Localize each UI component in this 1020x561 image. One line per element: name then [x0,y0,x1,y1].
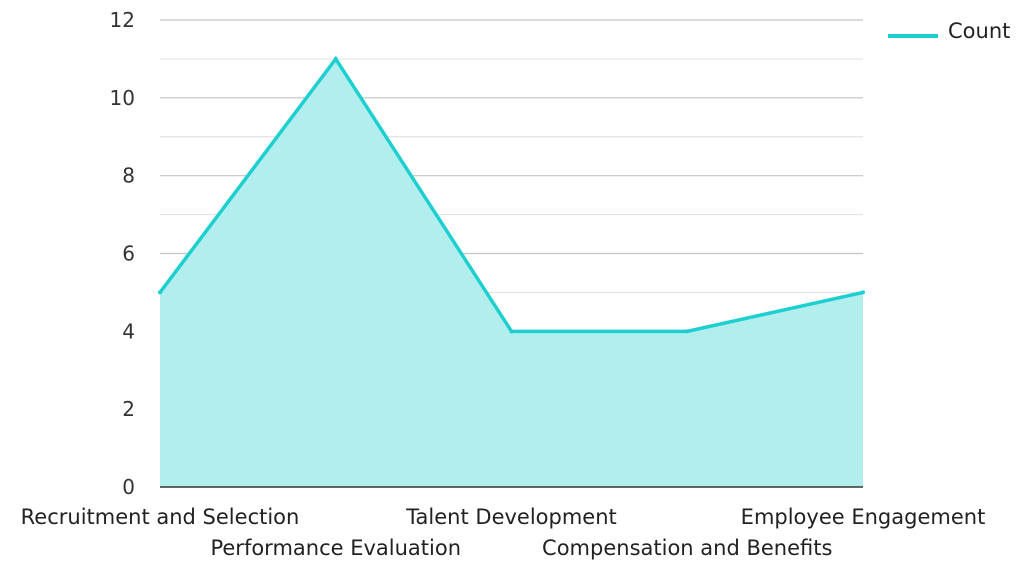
x-category-label: Talent Development [405,505,617,529]
y-tick-label: 6 [122,242,135,266]
y-tick-label: 0 [122,475,135,499]
legend-label-count: Count [948,19,1010,43]
data-point [861,290,865,295]
y-tick-label: 4 [122,319,135,343]
x-category-label: Compensation and Benefits [542,536,832,560]
y-axis-ticks: 0 2 4 6 8 10 12 [110,8,135,499]
legend[interactable]: Count [888,19,1010,43]
x-category-label: Recruitment and Selection [21,505,300,529]
y-tick-label: 2 [122,397,135,421]
series-count-area [160,58,863,488]
data-point [685,329,690,334]
data-point [158,290,162,295]
x-axis-categories: Recruitment and Selection Performance Eva… [21,505,986,560]
data-point [509,329,514,334]
y-tick-label: 10 [110,86,135,110]
x-category-label: Employee Engagement [741,505,986,529]
y-tick-label: 8 [122,164,135,188]
x-category-label: Performance Evaluation [210,536,461,560]
y-tick-label: 12 [110,8,135,32]
data-point [333,56,338,61]
